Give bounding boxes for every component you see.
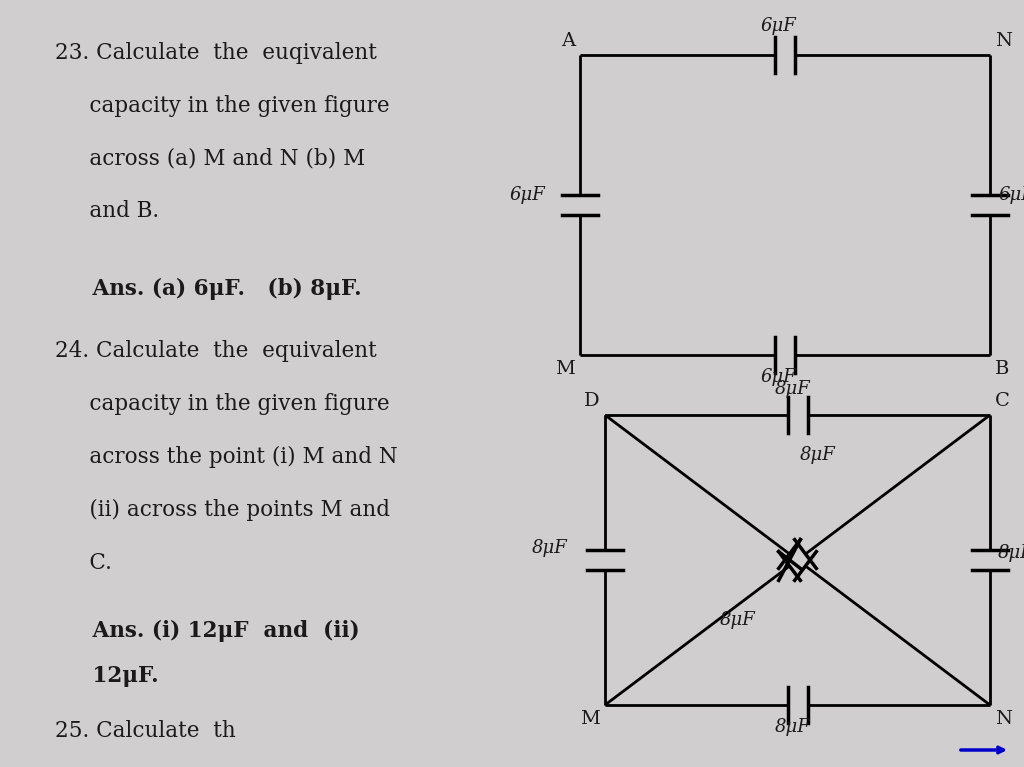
Text: across (a) M and N (b) M: across (a) M and N (b) M [55,148,366,170]
Text: 6μF: 6μF [509,186,545,204]
Text: (ii) across the points M and: (ii) across the points M and [55,499,390,521]
Text: 6μF: 6μF [760,17,796,35]
Text: A: A [561,32,575,50]
Text: Ans. (i) 12μF  and  (ii): Ans. (i) 12μF and (ii) [55,620,359,642]
Text: 8μF: 8μF [998,544,1024,562]
Text: 8μF: 8μF [531,539,567,557]
Text: 8μF: 8μF [775,380,811,398]
Text: capacity in the given figure: capacity in the given figure [55,95,389,117]
Text: N: N [995,710,1012,728]
Text: capacity in the given figure: capacity in the given figure [55,393,389,415]
Text: and B.: and B. [55,200,159,222]
Text: 25. Calculate  th: 25. Calculate th [55,720,236,742]
Text: 6μF: 6μF [760,368,796,386]
Text: M: M [555,360,575,378]
Text: B: B [995,360,1010,378]
Text: D: D [585,392,600,410]
Text: C.: C. [55,552,112,574]
Text: N: N [995,32,1012,50]
Text: 8μF: 8μF [775,718,811,736]
Text: M: M [581,710,600,728]
Text: 6μF: 6μF [998,186,1024,204]
Text: 12μF.: 12μF. [55,665,159,687]
Text: 23. Calculate  the  euqivalent: 23. Calculate the euqivalent [55,42,377,64]
Text: Ans. (a) 6μF.   (b) 8μF.: Ans. (a) 6μF. (b) 8μF. [55,278,361,300]
Text: 8μF: 8μF [800,446,836,464]
Text: C: C [995,392,1010,410]
Text: 24. Calculate  the  equivalent: 24. Calculate the equivalent [55,340,377,362]
Text: 8μF: 8μF [720,611,756,629]
Text: across the point (i) M and N: across the point (i) M and N [55,446,397,468]
